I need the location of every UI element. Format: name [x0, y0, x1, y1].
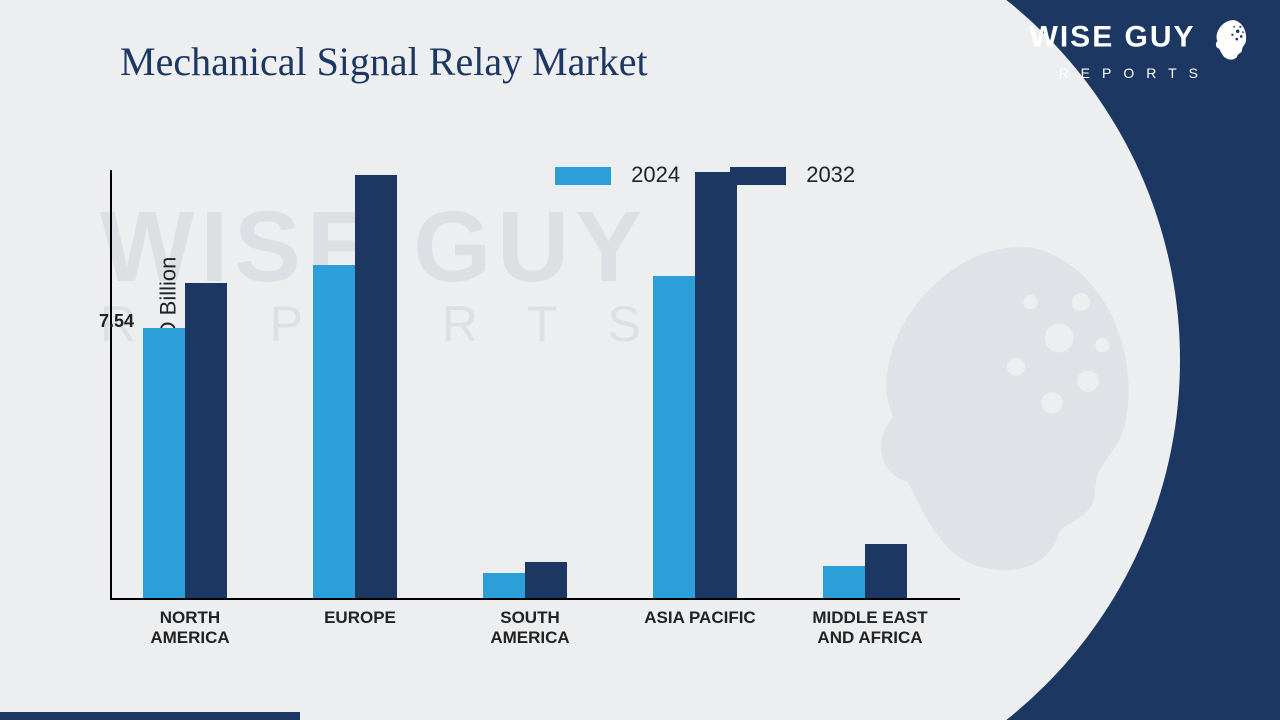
bar-chart: Market Size in USD Billion 7.54 NORTH AM… — [90, 170, 960, 600]
chart-title: Mechanical Signal Relay Market — [120, 38, 648, 85]
bar-value-label: 7.54 — [99, 311, 134, 332]
x-axis-category-label: SOUTH AMERICA — [465, 608, 595, 647]
x-axis-category-label: EUROPE — [295, 608, 425, 628]
bar-series-a — [143, 328, 185, 598]
legend-swatch-b — [730, 167, 786, 185]
legend-item-2032: 2032 — [730, 162, 855, 188]
brand-logo: WISE GUY REPORTS — [1030, 18, 1250, 81]
bar-series-a — [823, 566, 865, 598]
legend-item-2024: 2024 — [555, 162, 680, 188]
bar-series-a — [483, 573, 525, 598]
legend-label-a: 2024 — [631, 162, 680, 187]
chart-canvas: WISE GUY REPORTS WISE GUY REPORTS — [0, 0, 1280, 720]
footer-accent-bar — [0, 712, 300, 720]
bar-series-a — [313, 265, 355, 598]
bar-series-b — [695, 172, 737, 598]
head-icon — [1206, 18, 1250, 67]
bar-series-b — [865, 544, 907, 598]
logo-main-text: WISE GUY — [1030, 21, 1196, 54]
bar-series-b — [525, 562, 567, 598]
x-axis-category-label: NORTH AMERICA — [125, 608, 255, 647]
legend: 2024 2032 — [555, 162, 855, 188]
legend-swatch-a — [555, 167, 611, 185]
x-axis-category-label: ASIA PACIFIC — [635, 608, 765, 628]
x-axis-labels: NORTH AMERICA EUROPE SOUTH AMERICA ASIA PAC… — [110, 600, 960, 720]
legend-label-b: 2032 — [806, 162, 855, 187]
plot-area: 7.54 — [110, 170, 960, 600]
x-axis-category-label: MIDDLE EAST AND AFRICA — [805, 608, 935, 647]
bar-series-b — [355, 175, 397, 598]
bar-series-b — [185, 283, 227, 598]
logo-sub-text: REPORTS — [1030, 65, 1210, 81]
bar-series-a — [653, 276, 695, 599]
